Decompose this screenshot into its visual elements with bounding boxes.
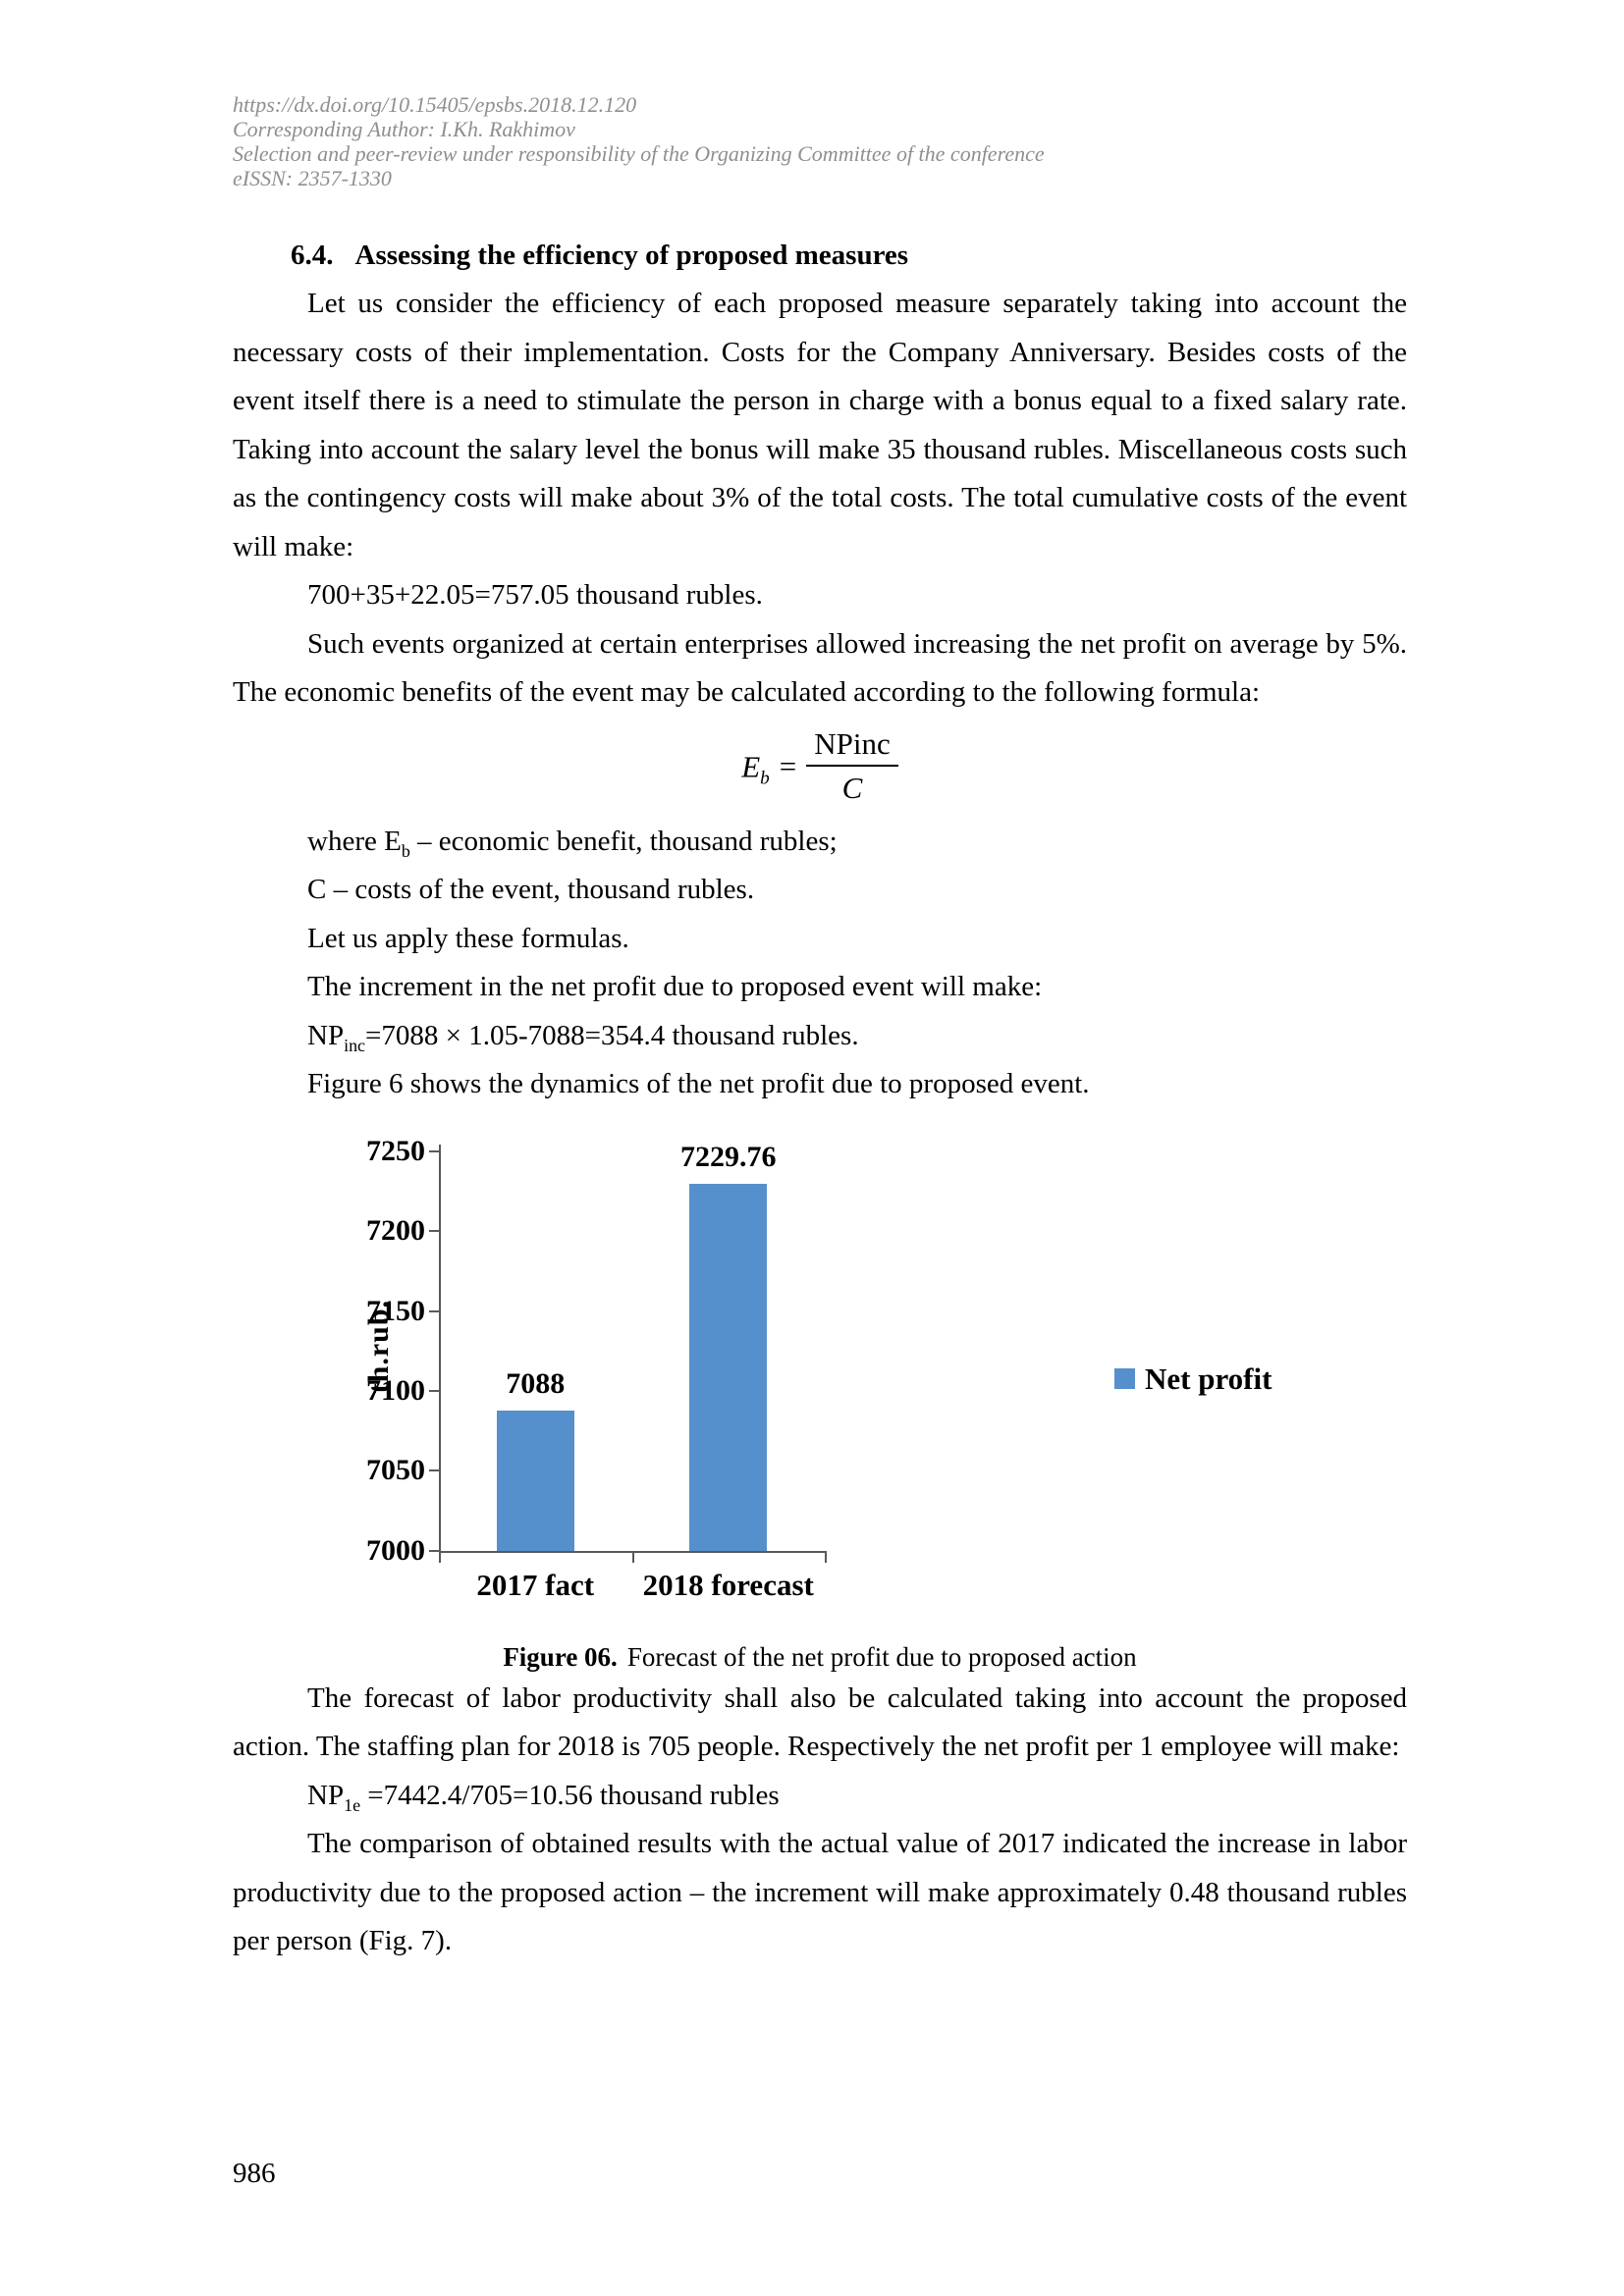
figure-caption-label: Figure 06. bbox=[503, 1641, 618, 1672]
y-tick-mark bbox=[429, 1390, 439, 1393]
doi-link[interactable]: https://dx.doi.org/10.15405/epsbs.2018.1… bbox=[233, 92, 637, 117]
x-category-label: 2018 forecast bbox=[642, 1567, 814, 1602]
y-tick-label: 7250 bbox=[366, 1134, 425, 1167]
y-tick-label: 7100 bbox=[366, 1374, 425, 1408]
chart-legend: Net profit bbox=[1114, 1362, 1272, 1396]
formula-denominator: C bbox=[841, 770, 863, 805]
y-tick-label: 7150 bbox=[366, 1294, 425, 1327]
np-increment-calc: NPinc=7088 × 1.05-7088=354.4 thousand ru… bbox=[233, 1012, 1407, 1061]
where-pre: where E bbox=[307, 825, 402, 857]
formula-numerator: NPinc bbox=[806, 725, 898, 767]
y-tick-label: 7050 bbox=[366, 1454, 425, 1487]
x-tick-mark bbox=[825, 1550, 827, 1563]
formula-fraction: NPinc C bbox=[806, 725, 898, 806]
y-tick-mark bbox=[429, 1309, 439, 1312]
bar-value-label: 7088 bbox=[506, 1366, 566, 1400]
np-sub: inc bbox=[344, 1035, 366, 1055]
formula-lhs-sub: b bbox=[760, 767, 770, 788]
page-header: https://dx.doi.org/10.15405/epsbs.2018.1… bbox=[233, 92, 1045, 190]
formula-lhs: E bbox=[741, 748, 761, 783]
where-line: where Eb – economic benefit, thousand ru… bbox=[233, 818, 1407, 867]
np1e-sub: 1e bbox=[344, 1794, 361, 1815]
net-profit-chart: th.rub. Net profit 7000 7050 7100 7150 7200 7… bbox=[351, 1131, 1283, 1614]
np1e-pre: NP bbox=[307, 1779, 345, 1811]
where-post: – economic benefit, thousand rubles; bbox=[409, 825, 838, 857]
calc-total-costs: 700+35+22.05=757.05 thousand rubles. bbox=[307, 579, 763, 611]
figure-caption-text: Forecast of the net profit due to propos… bbox=[626, 1641, 1137, 1672]
paragraph-costs: Let us consider the efficiency of each p… bbox=[233, 288, 1407, 562]
bar-2018-forecast bbox=[689, 1183, 768, 1551]
formula-equals: = bbox=[779, 748, 797, 783]
paragraph-labor-productivity: The forecast of labor productivity shall… bbox=[233, 1682, 1407, 1763]
section-heading: 6.4. Assessing the efficiency of proposed… bbox=[291, 232, 1407, 280]
costs-definition-line: C – costs of the event, thousand rubles. bbox=[307, 874, 755, 906]
np1e-post: =7442.4/705=10.56 thousand rubles bbox=[360, 1779, 780, 1811]
eissn: eISSN: 2357-1330 bbox=[233, 166, 392, 190]
np-post: =7088 × 1.05-7088=354.4 thousand rubles. bbox=[365, 1019, 859, 1051]
y-tick-mark bbox=[429, 1149, 439, 1152]
bar-value-label: 7229.76 bbox=[680, 1140, 777, 1173]
y-tick-mark bbox=[429, 1230, 439, 1233]
paragraph-benefits: Such events organized at certain enterpr… bbox=[233, 627, 1407, 709]
y-tick-label: 7200 bbox=[366, 1214, 425, 1248]
apply-formulas-line: Let us apply these formulas. bbox=[307, 922, 629, 954]
legend-marker-net-profit bbox=[1114, 1368, 1135, 1390]
paragraph-comparison: The comparison of obtained results with … bbox=[233, 1828, 1407, 1957]
x-category-label: 2017 fact bbox=[476, 1567, 595, 1602]
bar-2017-fact bbox=[496, 1410, 574, 1551]
legend-label-net-profit: Net profit bbox=[1145, 1361, 1272, 1396]
page-number: 986 bbox=[233, 2158, 276, 2189]
section-number: 6.4. bbox=[291, 240, 334, 271]
chart-y-axis bbox=[439, 1144, 441, 1553]
increment-line: The increment in the net profit due to p… bbox=[307, 971, 1043, 1003]
section-title: Assessing the efficiency of proposed mea… bbox=[354, 240, 909, 271]
selection-note: Selection and peer-review under responsi… bbox=[233, 141, 1045, 166]
page-content: 6.4. Assessing the efficiency of proposed… bbox=[233, 232, 1407, 1966]
where-sub: b bbox=[401, 840, 410, 861]
y-tick-mark bbox=[429, 1469, 439, 1472]
x-tick-mark bbox=[631, 1550, 634, 1563]
y-tick-mark bbox=[429, 1549, 439, 1552]
corresponding-author: Corresponding Author: I.Kh. Rakhimov bbox=[233, 117, 575, 141]
y-tick-label: 7000 bbox=[366, 1533, 425, 1567]
np-pre: NP bbox=[307, 1019, 345, 1051]
figure-reference-line: Figure 6 shows the dynamics of the net p… bbox=[307, 1068, 1090, 1100]
np-per-employee-calc: NP1e =7442.4/705=10.56 thousand rubles bbox=[233, 1772, 1407, 1821]
x-tick-mark bbox=[439, 1550, 441, 1563]
figure-caption: Figure 06. Forecast of the net profit due… bbox=[233, 1639, 1407, 1675]
formula-economic-benefit: Eb = NPinc C bbox=[233, 726, 1407, 810]
